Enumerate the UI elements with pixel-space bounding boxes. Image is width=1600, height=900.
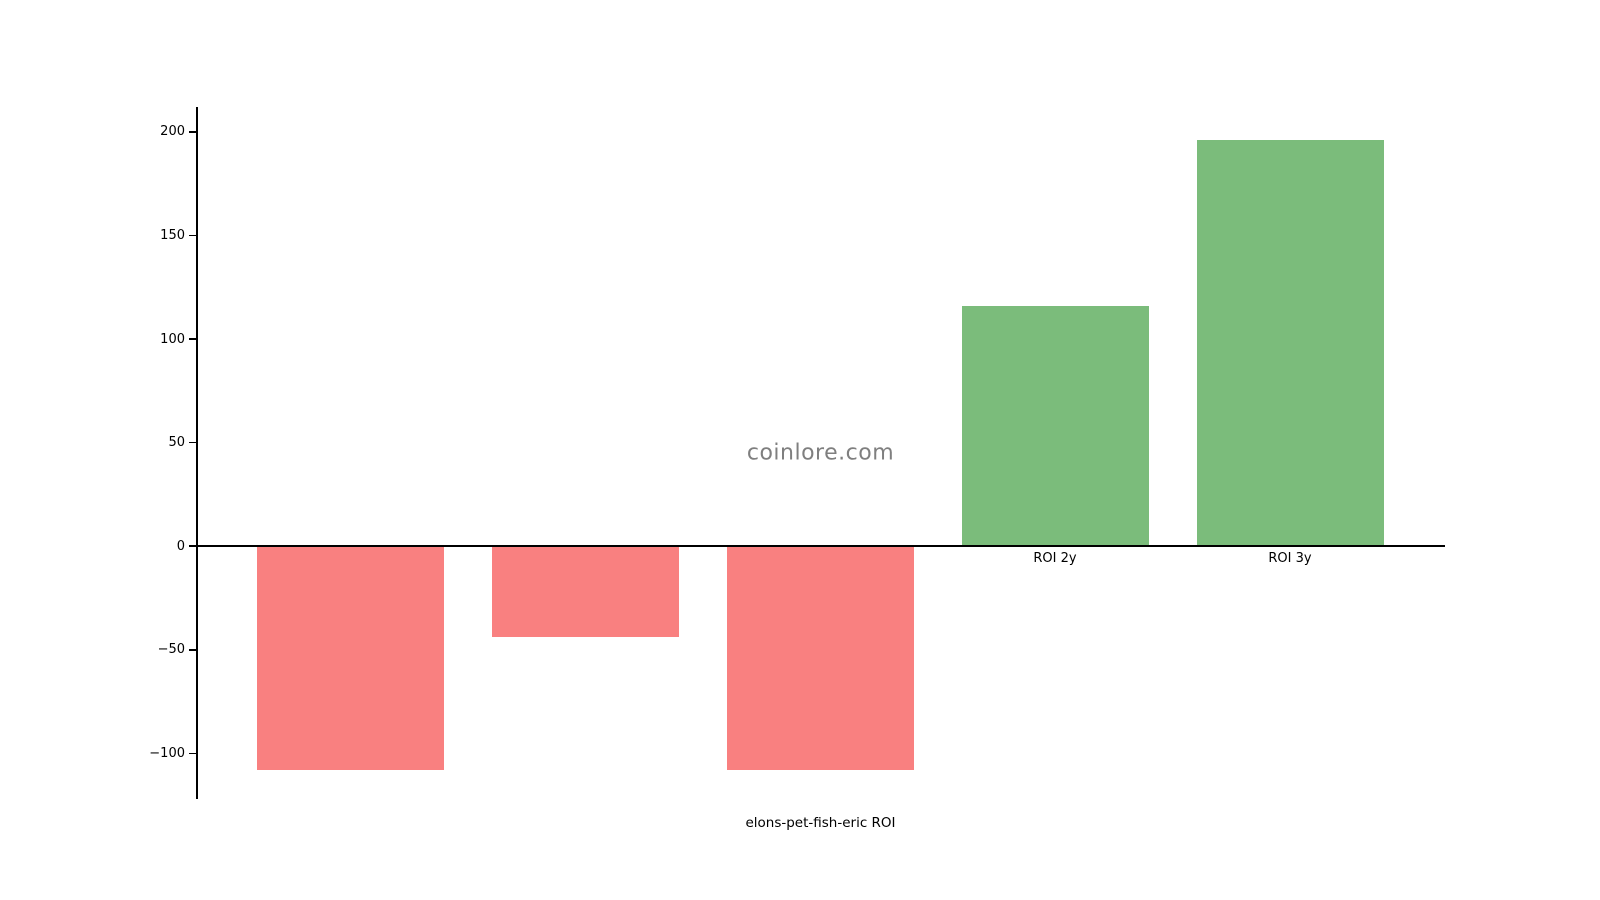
bar-unlabeled-3 [726,546,914,770]
bar-unlabeled-2 [491,546,679,638]
y-tick-mark [189,131,196,133]
y-tick-label: 100 [160,331,185,347]
y-tick-mark [189,338,196,340]
x-category-label: ROI 2y [1033,551,1077,567]
watermark-text: coinlore.com [746,440,895,466]
y-tick-label: 50 [168,435,185,451]
bar-unlabeled-1 [256,546,444,770]
y-tick-label: −100 [149,745,185,761]
chart-title: elons-pet-fish-eric ROI [745,815,896,831]
y-tick-mark [189,649,196,651]
y-axis-line [196,107,198,799]
y-tick-label: 150 [160,227,185,243]
x-category-label: ROI 3y [1268,551,1312,567]
y-tick-label: −50 [157,642,185,658]
y-tick-label: 200 [160,124,185,140]
x-axis-zero-line [196,545,1445,547]
bar-roi-2y [961,305,1149,547]
y-tick-mark [189,752,196,755]
y-tick-label: 0 [176,538,185,554]
y-tick-mark [189,545,196,547]
y-tick-mark [189,441,196,444]
bar-roi-3y [1196,140,1384,547]
y-tick-mark [189,234,196,237]
